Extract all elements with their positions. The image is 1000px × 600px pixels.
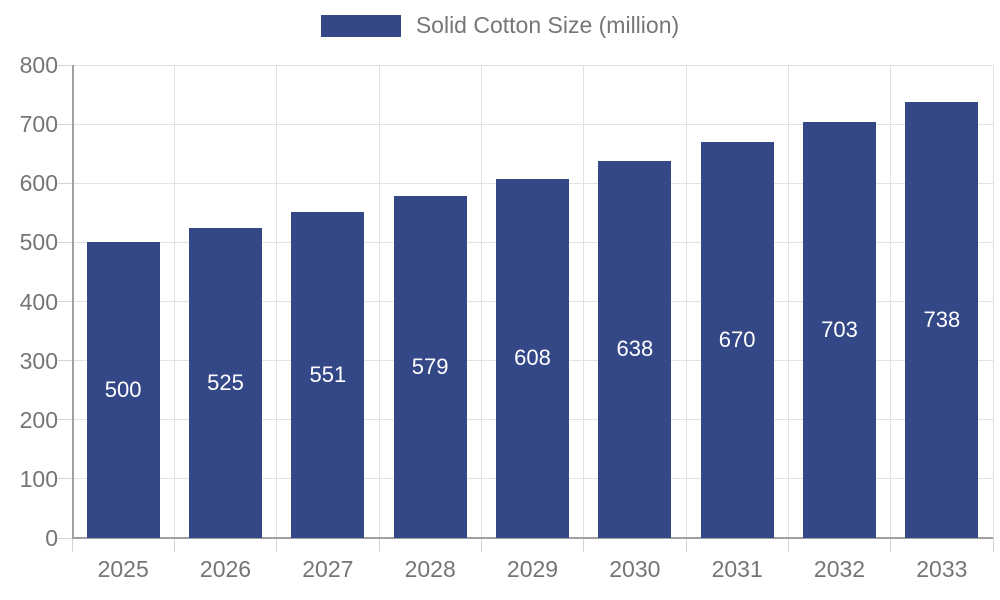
bar-value-label: 525 bbox=[207, 369, 244, 395]
y-axis-tick-label: 200 bbox=[19, 406, 58, 433]
y-axis-line bbox=[72, 65, 74, 538]
x-axis-tick bbox=[480, 538, 482, 552]
bar-value-label: 670 bbox=[718, 326, 756, 352]
bar[interactable]: 608 bbox=[496, 178, 569, 538]
gridline-vertical bbox=[992, 65, 994, 538]
gridline-horizontal bbox=[72, 64, 993, 66]
x-axis-tick-label: 2032 bbox=[813, 556, 866, 582]
legend: Solid Cotton Size (million) bbox=[0, 12, 1000, 39]
bar-value-label: 608 bbox=[514, 345, 551, 371]
bar-value-label: 500 bbox=[104, 377, 142, 403]
gridline-horizontal bbox=[72, 123, 993, 125]
bar-value-label: 551 bbox=[309, 362, 347, 388]
y-axis-tick bbox=[58, 419, 72, 421]
y-axis-tick bbox=[58, 301, 72, 302]
bar-value-label: 579 bbox=[411, 353, 449, 379]
x-axis-tick-label: 2028 bbox=[404, 556, 456, 582]
gridline-vertical bbox=[276, 65, 278, 538]
gridline-vertical bbox=[480, 65, 482, 538]
y-axis-tick bbox=[58, 241, 72, 243]
x-axis-tick bbox=[992, 538, 994, 552]
gridline-vertical bbox=[378, 65, 380, 538]
x-axis-tick bbox=[583, 538, 585, 552]
bar[interactable]: 551 bbox=[291, 212, 365, 538]
x-axis-tick bbox=[787, 538, 789, 552]
legend-swatch bbox=[320, 14, 401, 37]
bar[interactable]: 738 bbox=[905, 101, 979, 538]
y-axis-tick-label: 100 bbox=[19, 465, 58, 492]
y-axis-tick bbox=[58, 64, 72, 66]
y-axis-tick-label: 400 bbox=[19, 288, 58, 315]
bar[interactable]: 670 bbox=[700, 141, 774, 538]
legend-item[interactable]: Solid Cotton Size (million) bbox=[320, 12, 680, 39]
gridline-vertical bbox=[787, 65, 789, 538]
y-axis-tick bbox=[58, 537, 72, 539]
plot-area: 0 100 200 300 400 500 600 700 800 500 2025 525 2026 5… bbox=[20, 52, 994, 582]
bar-value-label: 638 bbox=[616, 336, 654, 362]
x-axis-tick-label: 2027 bbox=[302, 556, 354, 582]
x-axis-tick-label: 2030 bbox=[609, 556, 661, 582]
y-axis-tick-label: 700 bbox=[19, 111, 58, 138]
y-axis-tick bbox=[58, 123, 72, 125]
y-axis-tick-label: 0 bbox=[45, 525, 58, 551]
x-axis-line bbox=[72, 537, 993, 539]
x-axis-tick-label: 2031 bbox=[711, 556, 763, 582]
y-axis-tick-label: 500 bbox=[19, 229, 58, 256]
x-axis-tick bbox=[173, 538, 175, 552]
x-axis-tick bbox=[276, 538, 278, 552]
x-axis-tick bbox=[378, 538, 380, 552]
y-axis-tick-label: 800 bbox=[19, 52, 58, 78]
y-axis-tick bbox=[58, 478, 72, 480]
bar-value-label: 738 bbox=[923, 306, 961, 332]
bar[interactable]: 703 bbox=[803, 122, 876, 538]
bar[interactable]: 500 bbox=[86, 242, 160, 538]
gridline-vertical bbox=[173, 65, 175, 538]
x-axis-tick-label: 2033 bbox=[916, 556, 968, 582]
bar[interactable]: 638 bbox=[598, 160, 672, 538]
gridline-vertical bbox=[890, 65, 892, 538]
x-axis-tick bbox=[685, 538, 687, 552]
gridline-vertical bbox=[685, 65, 687, 538]
y-axis-tick bbox=[58, 360, 72, 362]
y-axis-tick-label: 300 bbox=[19, 347, 58, 374]
x-axis-tick-label: 2025 bbox=[97, 556, 149, 582]
x-axis-tick bbox=[71, 538, 73, 552]
bar-value-label: 703 bbox=[821, 317, 858, 343]
x-axis-tick-label: 2026 bbox=[199, 556, 252, 582]
x-axis-tick bbox=[890, 538, 892, 552]
x-axis-tick-label: 2029 bbox=[506, 556, 559, 582]
legend-label: Solid Cotton Size (million) bbox=[415, 12, 680, 38]
gridline-vertical bbox=[583, 65, 585, 538]
bar[interactable]: 525 bbox=[189, 227, 262, 538]
y-axis-tick-label: 600 bbox=[19, 170, 58, 197]
bar[interactable]: 579 bbox=[393, 195, 467, 538]
y-axis-tick bbox=[58, 182, 72, 184]
